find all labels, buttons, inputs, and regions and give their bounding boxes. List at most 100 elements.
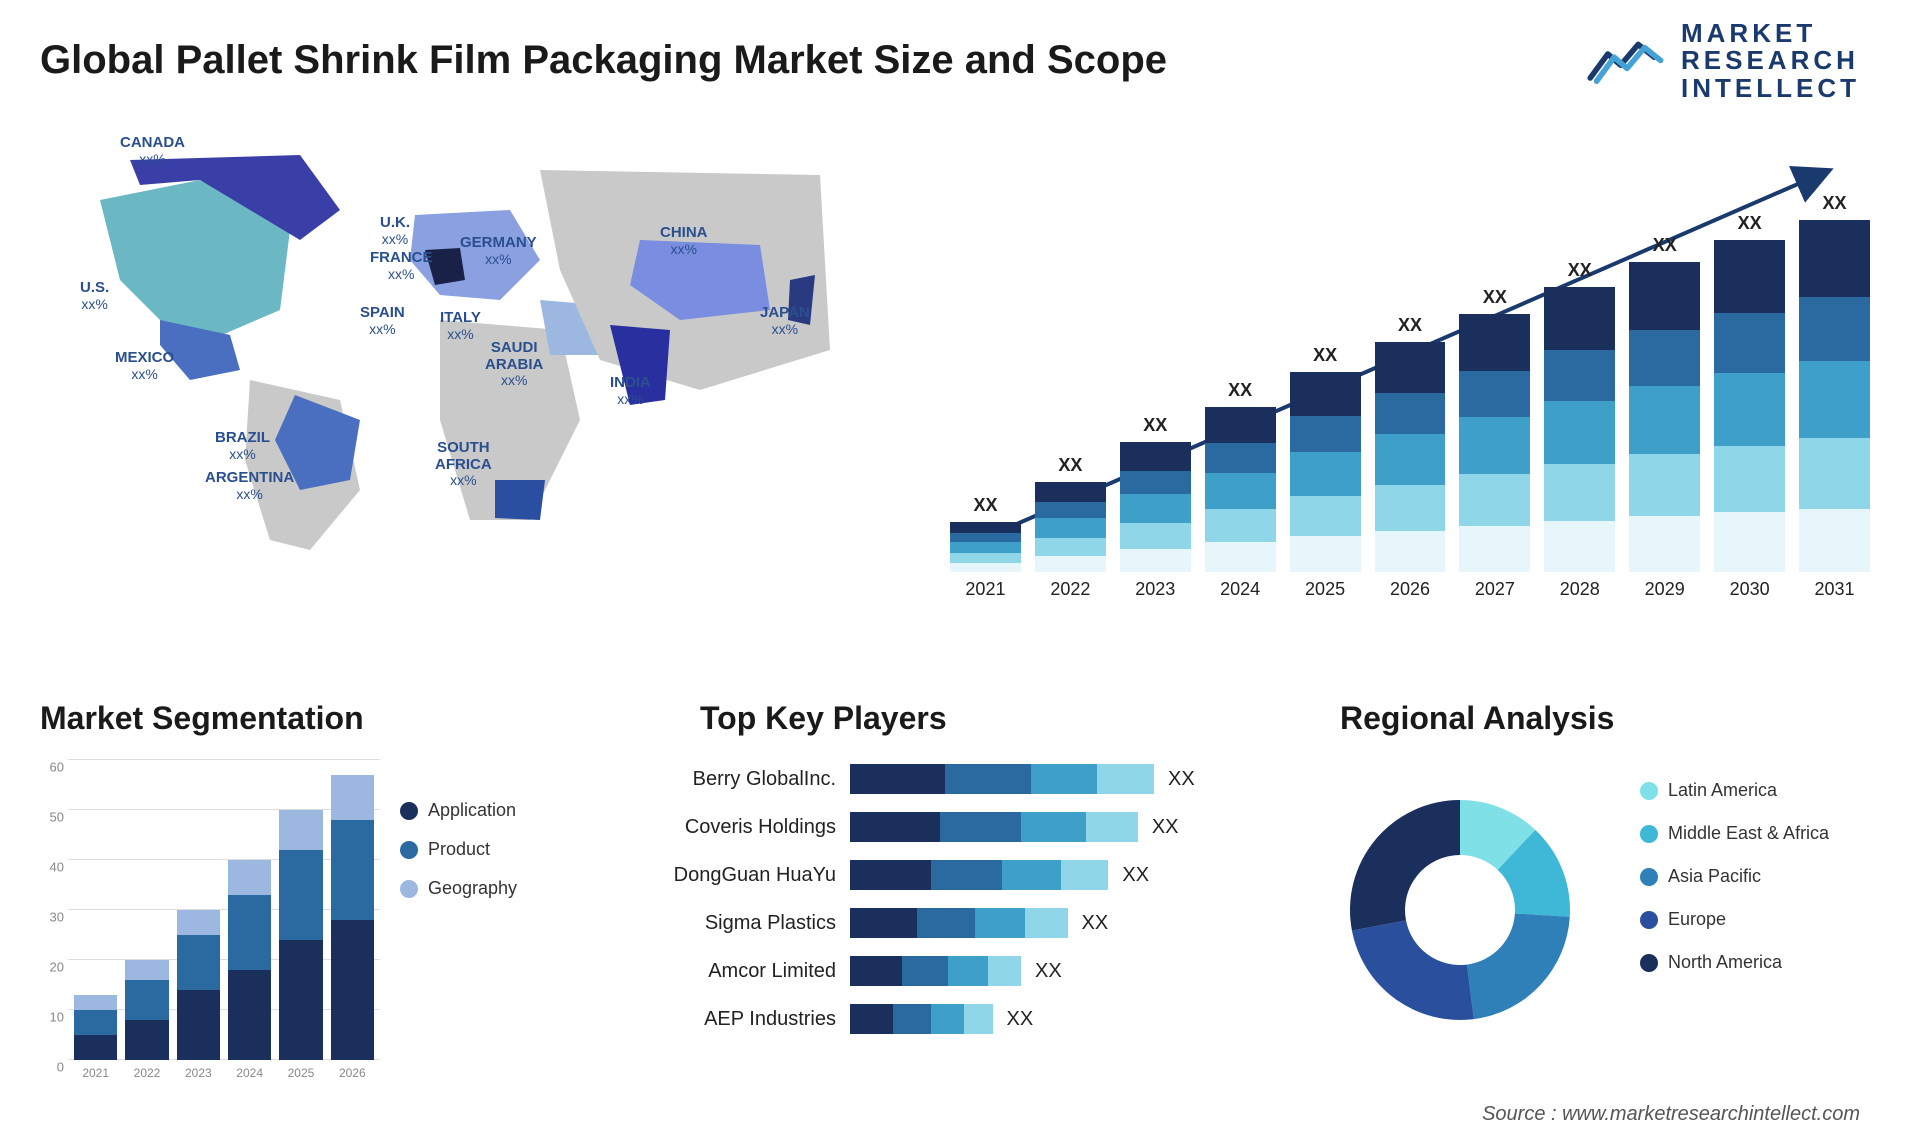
seg-bar-seg — [177, 910, 220, 935]
main-bar-seg — [1375, 393, 1446, 434]
main-bar-seg — [1544, 521, 1615, 572]
seg-bar — [279, 810, 322, 1060]
player-bar-seg — [850, 1004, 893, 1034]
legend-label: Europe — [1668, 909, 1726, 930]
map-label: ARGENTINAxx% — [205, 470, 294, 502]
main-bar-value: XX — [1823, 193, 1847, 214]
legend-label: Latin America — [1668, 780, 1777, 801]
main-bar-value: XX — [1653, 235, 1677, 256]
main-bar: XX — [1205, 380, 1276, 572]
main-bar-seg — [1290, 416, 1361, 452]
main-bar-value: XX — [1483, 287, 1507, 308]
main-bar-year: 2027 — [1459, 579, 1530, 600]
seg-yaxis: 0102030405060 — [40, 760, 68, 1060]
main-bar-year: 2023 — [1120, 579, 1191, 600]
seg-bar-seg — [228, 860, 271, 895]
main-bar-value: XX — [1313, 345, 1337, 366]
player-bar-seg — [1002, 860, 1061, 890]
seg-bar — [74, 995, 117, 1060]
map-label: ITALYxx% — [440, 310, 481, 342]
seg-bar-seg — [279, 810, 322, 850]
main-bar-seg — [950, 553, 1021, 563]
legend-label: Product — [428, 839, 490, 860]
player-bar-seg — [893, 1004, 931, 1034]
seg-ytick: 50 — [50, 810, 64, 825]
seg-bar-seg — [74, 1010, 117, 1035]
donut-slice — [1352, 920, 1474, 1020]
main-bar-value: XX — [1058, 455, 1082, 476]
player-value: XX — [1122, 864, 1149, 887]
main-bar-year: 2029 — [1629, 579, 1700, 600]
main-bar-seg — [1714, 446, 1785, 512]
main-bar-seg — [1035, 538, 1106, 556]
main-bar-seg — [1375, 434, 1446, 485]
main-bar-seg — [1035, 556, 1106, 572]
legend-label: Geography — [428, 878, 517, 899]
seg-bar-seg — [125, 980, 168, 1020]
main-bar-seg — [1205, 407, 1276, 443]
seg-bar — [125, 960, 168, 1060]
main-bar-seg — [1290, 536, 1361, 572]
main-bar-value: XX — [973, 495, 997, 516]
region-legend-item: Europe — [1640, 909, 1829, 930]
player-bar-seg — [945, 764, 1031, 794]
seg-bar-seg — [228, 970, 271, 1060]
region-legend-item: Middle East & Africa — [1640, 823, 1829, 844]
player-bar-seg — [850, 860, 931, 890]
player-row: AEP IndustriesXX — [640, 1002, 1270, 1036]
seg-bar-seg — [125, 1020, 168, 1060]
seg-xlabel: 2021 — [74, 1066, 117, 1080]
map-label: CHINAxx% — [660, 225, 708, 257]
seg-legend-item: Product — [400, 839, 517, 860]
region-legend-item: North America — [1640, 952, 1829, 973]
legend-dot-icon — [1640, 911, 1658, 929]
region-panel: Regional Analysis — [1340, 700, 1614, 737]
player-bar-seg — [1025, 908, 1068, 938]
seg-legend-item: Application — [400, 800, 517, 821]
main-bar: XX — [1375, 315, 1446, 572]
player-row: Amcor LimitedXX — [640, 954, 1270, 988]
legend-dot-icon — [400, 841, 418, 859]
main-bar-seg — [1120, 471, 1191, 494]
main-bar-seg — [1459, 474, 1530, 526]
player-bar-seg — [850, 764, 945, 794]
main-bar-value: XX — [1228, 380, 1252, 401]
logo-text: MARKET RESEARCH INTELLECT — [1681, 20, 1860, 102]
main-bar-seg — [1459, 371, 1530, 417]
map-label: JAPANxx% — [760, 305, 810, 337]
seg-bar-seg — [279, 940, 322, 1060]
regional-donut — [1310, 760, 1610, 1060]
player-bar — [850, 764, 1154, 794]
main-bar-seg — [1629, 386, 1700, 454]
logo-mark-icon — [1587, 28, 1667, 93]
map-label: SPAINxx% — [360, 305, 405, 337]
main-bar-seg — [1035, 482, 1106, 502]
player-bar — [850, 908, 1068, 938]
main-bar-seg — [1205, 443, 1276, 473]
map-label: GERMANYxx% — [460, 235, 537, 267]
player-name: AEP Industries — [640, 1008, 850, 1031]
player-value: XX — [1035, 960, 1062, 983]
legend-dot-icon — [1640, 782, 1658, 800]
main-bar-seg — [1799, 438, 1870, 508]
player-value: XX — [1152, 816, 1179, 839]
region-legend-item: Asia Pacific — [1640, 866, 1829, 887]
main-bar-value: XX — [1568, 260, 1592, 281]
main-bar-seg — [1375, 342, 1446, 393]
legend-dot-icon — [1640, 954, 1658, 972]
map-label: SOUTHAFRICAxx% — [435, 440, 492, 488]
players-title: Top Key Players — [700, 700, 1260, 737]
legend-label: Asia Pacific — [1668, 866, 1761, 887]
player-bar-seg — [850, 908, 917, 938]
player-bar-seg — [1061, 860, 1109, 890]
player-bar-seg — [1086, 812, 1138, 842]
legend-label: Application — [428, 800, 516, 821]
player-row: Berry GlobalInc.XX — [640, 762, 1270, 796]
player-row: Sigma PlasticsXX — [640, 906, 1270, 940]
main-bar-seg — [1205, 542, 1276, 572]
region-legend-item: Latin America — [1640, 780, 1829, 801]
player-bar-seg — [988, 956, 1021, 986]
map-label: BRAZILxx% — [215, 430, 270, 462]
player-bar — [850, 812, 1138, 842]
player-bar-seg — [917, 908, 976, 938]
